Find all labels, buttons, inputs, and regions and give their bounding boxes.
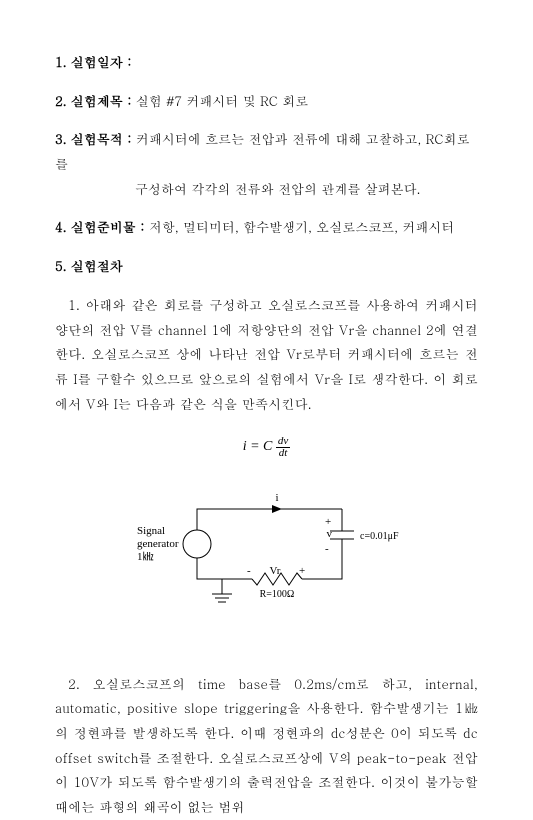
circuit-svg: i + v - c=0.01μF - Vr + R=100Ω Signal ge… <box>127 479 407 629</box>
heading-title: 2. 실험제목 : <box>55 91 132 110</box>
generator-icon <box>183 530 211 558</box>
capacitor-minus: - <box>325 543 329 555</box>
equation-ic: i = C dv dt <box>55 434 478 461</box>
equation-denominator: dt <box>276 448 290 459</box>
label-vr: Vr <box>269 565 280 577</box>
section-purpose: 3. 실험목적 : 커패시터에 흐르는 전압과 전류에 대해 고찰하고, RC회… <box>55 127 478 201</box>
equation-fraction: dv dt <box>276 436 290 459</box>
content-purpose-line2-wrap: 구성하여 각각의 전류와 전압의 관계를 살펴본다. <box>55 177 478 202</box>
section-materials: 4. 실험준비물 : 저항, 멀티미터, 함수발생기, 오실로스코프, 커패시터 <box>55 215 478 240</box>
label-v: v <box>326 528 332 540</box>
equation-numerator: dv <box>276 436 290 448</box>
wire-top <box>197 509 342 530</box>
label-signal3: 1㎑ <box>137 550 154 563</box>
wire-right-bottom <box>302 539 342 579</box>
paragraph-step2: 2. 오실로스코프의 time base를 0.2ms/cm로 하고, inte… <box>55 672 478 820</box>
heading-date: 1. 실험일자 : <box>55 52 132 71</box>
heading-purpose: 3. 실험목적 : <box>55 129 132 148</box>
content-materials: 저항, 멀티미터, 함수발생기, 오실로스코프, 커패시터 <box>149 217 455 236</box>
wire-bottom-left <box>197 558 252 579</box>
section-title: 2. 실험제목 : 실험 #7 커패시터 및 RC 회로 <box>55 89 478 114</box>
arrow-i-icon <box>272 505 282 513</box>
vr-plus: + <box>299 565 305 577</box>
section-procedure: 5. 실험절차 <box>55 254 478 279</box>
paragraph-step1: 1. 아래와 같은 회로를 구성하고 오실로스코프를 사용하여 커패시터 양단의… <box>55 293 478 416</box>
label-signal1: Signal <box>137 525 165 537</box>
label-signal2: generator <box>137 538 179 550</box>
content-title: 실험 #7 커패시터 및 RC 회로 <box>136 91 308 110</box>
circuit-diagram: i + v - c=0.01μF - Vr + R=100Ω Signal ge… <box>55 479 478 637</box>
label-c: c=0.01μF <box>360 531 399 542</box>
equation-lhs: i = C <box>243 439 273 454</box>
section-date: 1. 실험일자 : <box>55 50 478 75</box>
label-i: i <box>275 492 278 504</box>
capacitor-plus: + <box>325 516 331 528</box>
label-r: R=100Ω <box>259 589 294 600</box>
vr-minus: - <box>247 565 251 577</box>
heading-materials: 4. 실험준비물 : <box>55 217 145 236</box>
content-purpose-line2: 구성하여 각각의 전류와 전압의 관계를 살펴본다. <box>135 179 420 198</box>
heading-procedure: 5. 실험절차 <box>55 256 123 275</box>
